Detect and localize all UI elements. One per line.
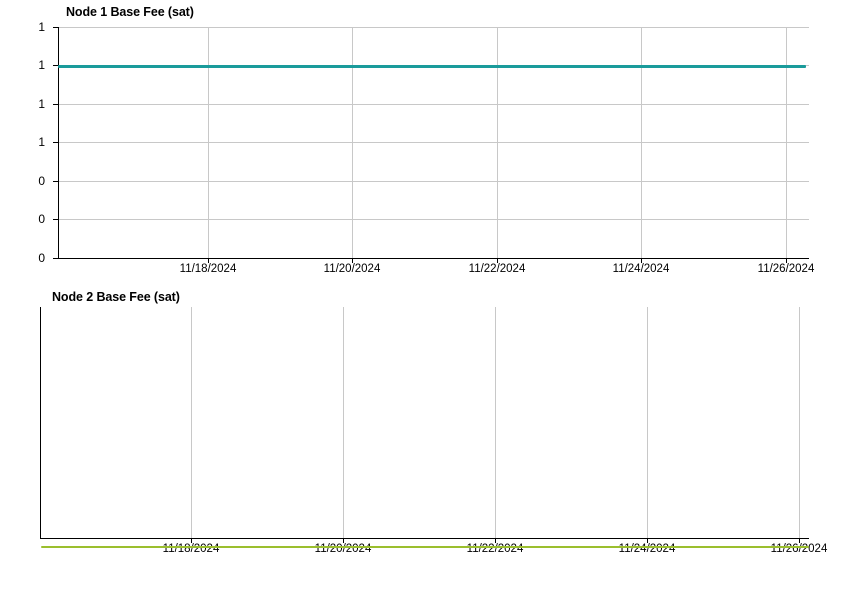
y-axis-label: 1	[38, 20, 45, 34]
x-tick-mark	[208, 258, 209, 263]
x-tick-mark	[495, 538, 496, 543]
chart-node-2-title: Node 2 Base Fee (sat)	[52, 290, 180, 304]
gridline-vertical	[647, 307, 648, 538]
y-axis-label: 0	[38, 174, 45, 188]
gridline-vertical	[799, 307, 800, 538]
x-axis-label: 11/24/2024	[618, 543, 676, 555]
x-axis-label: 11/18/2024	[162, 543, 220, 555]
chart-node-1-title: Node 1 Base Fee (sat)	[66, 5, 194, 19]
x-tick-mark	[497, 258, 498, 263]
plot-area-node-2	[40, 307, 809, 538]
y-axis-label: 0	[38, 212, 45, 226]
gridline-horizontal	[58, 104, 809, 105]
gridline-horizontal	[58, 142, 809, 143]
y-tick-mark	[53, 258, 59, 259]
x-axis-label: 11/18/2024	[179, 263, 237, 275]
x-axis-label: 11/22/2024	[468, 263, 526, 275]
gridline-vertical	[343, 307, 344, 538]
x-tick-mark	[786, 258, 787, 263]
y-tick-mark	[53, 219, 59, 220]
x-axis-label: 11/22/2024	[466, 543, 524, 555]
x-axis-label: 11/26/2024	[770, 543, 828, 555]
y-axis-node-2	[40, 307, 41, 539]
x-tick-mark	[343, 538, 344, 543]
gridline-vertical	[208, 27, 209, 258]
gridline-vertical	[191, 307, 192, 538]
y-axis-label: 1	[38, 58, 45, 72]
x-tick-mark	[799, 538, 800, 543]
gridline-vertical	[352, 27, 353, 258]
x-axis-label: 11/20/2024	[314, 543, 372, 555]
x-axis-label: 11/24/2024	[612, 263, 670, 275]
x-tick-mark	[647, 538, 648, 543]
x-axis-label: 11/20/2024	[323, 263, 381, 275]
y-tick-mark	[53, 142, 59, 143]
y-tick-mark	[53, 104, 59, 105]
gridline-horizontal	[58, 27, 809, 28]
gridline-vertical	[497, 27, 498, 258]
y-axis-label: 0	[38, 251, 45, 265]
data-series-node-2-base-fee	[41, 546, 809, 548]
data-series-node-1-base-fee	[58, 65, 806, 68]
chart-node-1-base-fee: Node 1 Base Fee (sat) 1 1 1 1 0 0 0 11/1…	[0, 0, 860, 290]
y-tick-mark	[53, 65, 59, 66]
y-axis-label: 1	[38, 135, 45, 149]
x-axis-node-2	[40, 538, 809, 539]
y-axis-label: 1	[38, 97, 45, 111]
gridline-horizontal	[58, 181, 809, 182]
gridline-vertical	[641, 27, 642, 258]
x-axis-node-1	[58, 258, 809, 259]
x-axis-label: 11/26/2024	[757, 263, 815, 275]
gridline-horizontal	[58, 219, 809, 220]
x-tick-mark	[191, 538, 192, 543]
y-axis-node-1	[58, 27, 59, 259]
gridline-vertical	[786, 27, 787, 258]
y-tick-mark	[53, 181, 59, 182]
chart-node-2-base-fee: Node 2 Base Fee (sat) 11/18/2024 11/20/2…	[0, 290, 860, 600]
x-tick-mark	[641, 258, 642, 263]
x-tick-mark	[352, 258, 353, 263]
gridline-vertical	[495, 307, 496, 538]
y-tick-mark	[53, 27, 59, 28]
plot-area-node-1	[58, 27, 809, 258]
